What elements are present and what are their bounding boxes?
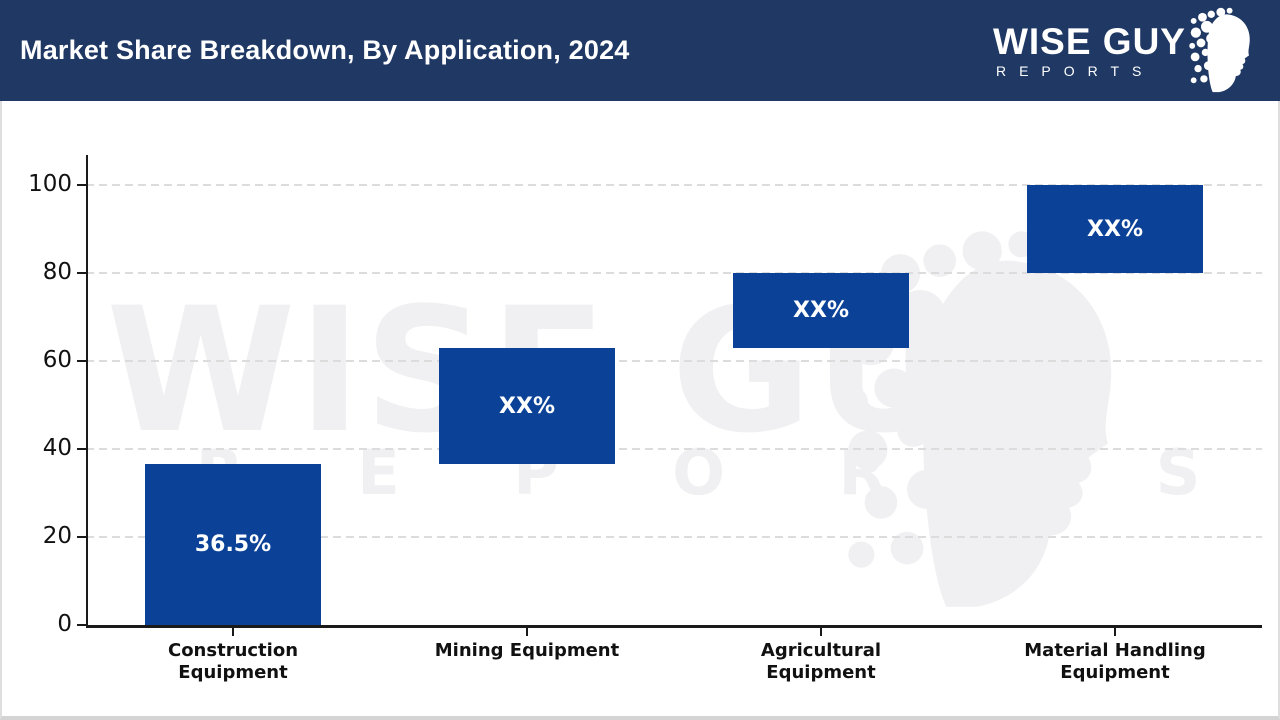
bar-label: XX% [499, 393, 555, 419]
bar-label: XX% [793, 297, 849, 323]
y-tick-mark [77, 184, 86, 186]
y-gridline [86, 360, 1262, 362]
logo-wordmark: WISE GUY [992, 20, 1186, 62]
page-title: Market Share Breakdown, By Application, … [20, 35, 630, 65]
y-gridline [86, 448, 1262, 450]
y-gridline [86, 184, 1262, 186]
x-tick-mark [820, 628, 822, 636]
bar-label: XX% [1087, 216, 1143, 242]
x-category-label: Material Handling Equipment [1024, 640, 1206, 683]
bar: XX% [733, 273, 909, 348]
x-tick-mark [526, 628, 528, 636]
y-tick-mark [77, 448, 86, 450]
header-bar: Market Share Breakdown, By Application, … [0, 0, 1280, 101]
bar-label: 36.5% [194, 532, 272, 558]
y-tick-label: 60 [42, 347, 72, 373]
x-category-label: Mining Equipment [434, 640, 620, 661]
x-category-label: Construction Equipment [167, 640, 299, 683]
y-tick-label: 80 [42, 259, 72, 285]
y-tick-mark [77, 272, 86, 274]
y-tick-mark [77, 360, 86, 362]
logo-text: WISE GUY REPORTS [993, 23, 1186, 79]
bar: 36.5% [145, 464, 321, 625]
y-tick-mark [77, 536, 86, 538]
y-axis-line [86, 155, 88, 628]
x-tick-mark [1114, 628, 1116, 636]
y-tick-label: 100 [28, 171, 72, 197]
wiseguy-logo: WISE GUY REPORTS [993, 7, 1266, 95]
y-tick-label: 40 [42, 435, 72, 461]
y-tick-label: 0 [57, 611, 72, 637]
x-axis-line [86, 625, 1262, 628]
y-gridline [86, 536, 1262, 538]
x-category-label: Agricultural Equipment [760, 640, 882, 683]
y-tick-label: 20 [42, 523, 72, 549]
logo-subtext: REPORTS [995, 62, 1155, 79]
y-tick-mark [77, 624, 86, 626]
bar: XX% [1027, 185, 1203, 273]
wiseguy-face-icon [1189, 7, 1250, 92]
bar: XX% [439, 347, 615, 465]
x-tick-mark [232, 628, 234, 636]
y-gridline [86, 272, 1262, 274]
